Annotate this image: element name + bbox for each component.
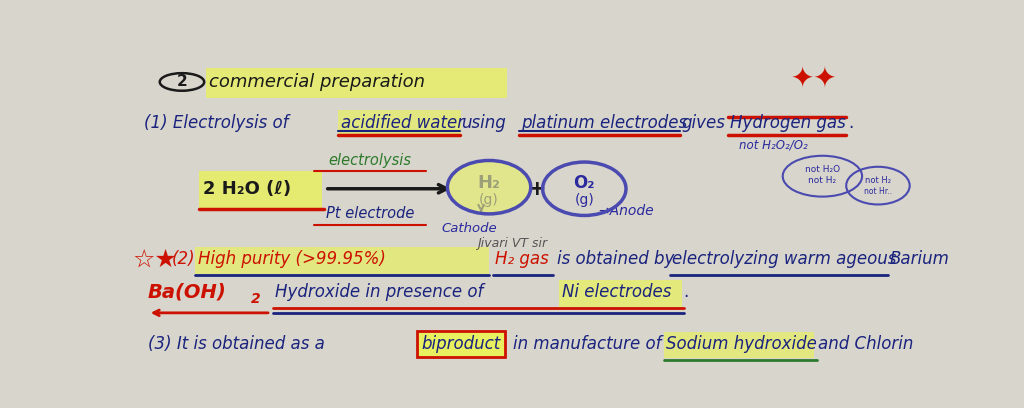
Text: (2): (2) [172,251,196,268]
FancyBboxPatch shape [200,171,323,208]
Text: electrolysis: electrolysis [329,153,412,168]
Text: (g): (g) [574,193,594,207]
Text: (3) It is obtained as a: (3) It is obtained as a [147,335,325,353]
Text: not H₂: not H₂ [808,176,837,185]
Text: H₂ gas: H₂ gas [495,251,549,268]
FancyBboxPatch shape [206,69,507,98]
Text: Ba(OH): Ba(OH) [147,283,226,302]
Text: Pt electrode: Pt electrode [326,206,415,222]
Text: using: using [461,114,506,132]
Ellipse shape [449,161,530,213]
Text: →Anode: →Anode [598,204,653,218]
Text: biproduct: biproduct [422,335,501,353]
Text: (1) Electrolysis of: (1) Electrolysis of [143,114,289,132]
Text: (g): (g) [479,193,499,207]
Text: not Hr..: not Hr.. [864,187,892,196]
FancyBboxPatch shape [664,332,814,358]
Text: gives: gives [682,114,726,132]
Text: platinum electrodes: platinum electrodes [521,114,687,132]
Text: Hydrogen gas: Hydrogen gas [729,114,845,132]
FancyBboxPatch shape [338,110,462,137]
Text: acidified water: acidified water [341,114,464,132]
Text: .: . [684,284,689,302]
Text: not H₂: not H₂ [865,176,891,185]
Text: High purity (>99.95%): High purity (>99.95%) [198,251,386,268]
Text: not H₂O: not H₂O [805,165,840,174]
Text: Ni electrodes: Ni electrodes [562,284,672,302]
Text: and Chlorin: and Chlorin [818,335,913,353]
Text: commercial preparation: commercial preparation [209,73,425,91]
Text: O₂: O₂ [573,174,595,192]
Text: is obtained by: is obtained by [557,251,674,268]
Text: electrolyzing warm ageous: electrolyzing warm ageous [672,251,896,268]
Text: 2 H₂O (ℓ): 2 H₂O (ℓ) [204,180,292,198]
Text: Hydroxide in presence of: Hydroxide in presence of [274,284,483,302]
Text: .: . [848,114,853,132]
Text: ✦✦: ✦✦ [791,65,838,93]
Text: ☆★: ☆★ [132,247,177,271]
Text: Barium: Barium [890,251,949,268]
Text: 2: 2 [251,292,261,306]
Text: Sodium hydroxide: Sodium hydroxide [666,335,817,353]
Text: Jivari VT sir: Jivari VT sir [477,237,547,250]
Text: +: + [527,179,546,199]
FancyBboxPatch shape [196,247,489,274]
FancyBboxPatch shape [559,280,682,306]
Text: Cathode: Cathode [441,222,497,235]
Text: 2: 2 [176,74,187,89]
Text: not H₂O₂/O₂: not H₂O₂/O₂ [739,138,808,151]
Text: H₂: H₂ [477,174,501,192]
Text: in manufacture of: in manufacture of [513,335,662,353]
